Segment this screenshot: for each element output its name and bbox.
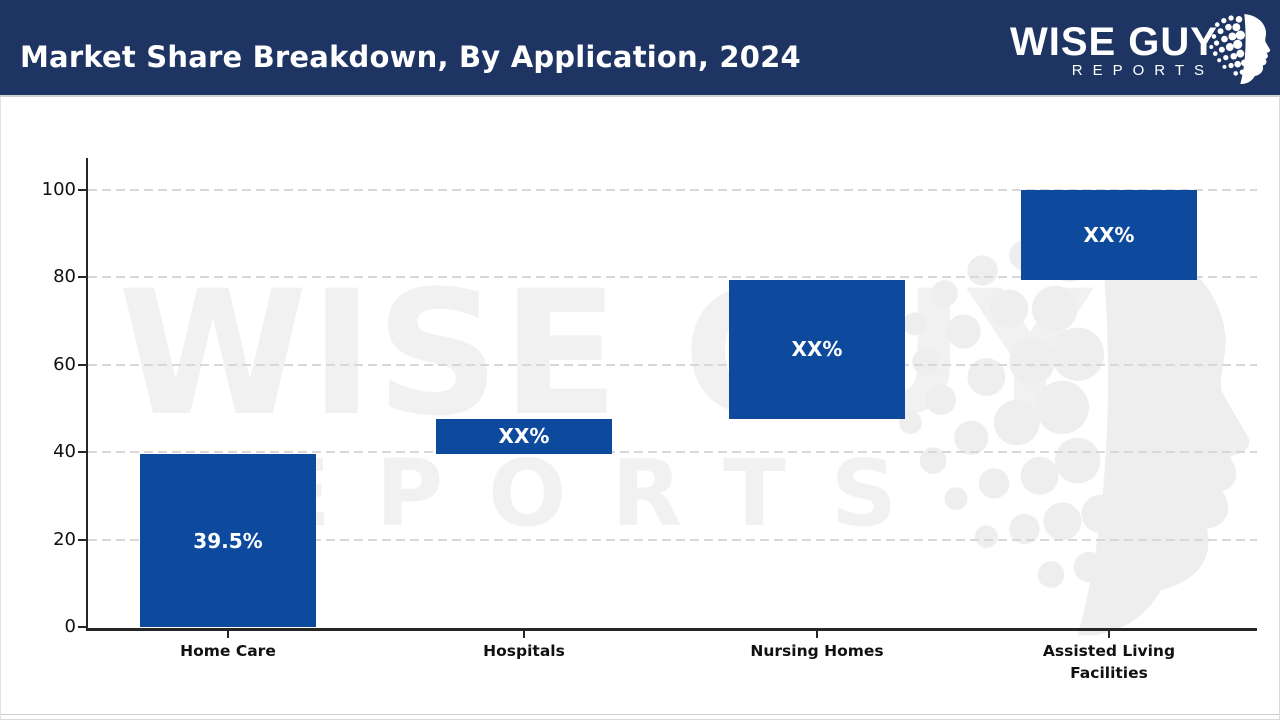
x-category-label: Home Care bbox=[180, 642, 276, 660]
x-category-label: Hospitals bbox=[483, 642, 565, 660]
brand-name: WISE GUY bbox=[1009, 20, 1218, 64]
gridline bbox=[88, 188, 1257, 191]
bottom-divider bbox=[0, 714, 1280, 715]
bar-value-label: XX% bbox=[498, 424, 550, 449]
x-axis-tick bbox=[523, 631, 525, 638]
bar-value-label: XX% bbox=[791, 337, 843, 362]
y-axis-tick-label: 60 bbox=[53, 353, 76, 375]
page-title: Market Share Breakdown, By Application, … bbox=[20, 40, 801, 74]
y-axis-tick bbox=[78, 188, 88, 191]
bar-value-label: 39.5% bbox=[193, 528, 263, 553]
x-axis-tick bbox=[816, 631, 818, 638]
gridline bbox=[88, 276, 1257, 278]
y-axis-tick bbox=[78, 538, 88, 541]
gridline bbox=[88, 538, 1257, 541]
y-axis-tick-label: 80 bbox=[53, 266, 76, 287]
x-axis-tick bbox=[1108, 631, 1110, 638]
y-axis-tick bbox=[78, 451, 88, 453]
y-axis-tick-label: 0 bbox=[64, 616, 76, 637]
y-axis-tick bbox=[78, 626, 88, 628]
y-axis-tick-label: 20 bbox=[53, 528, 76, 550]
y-axis-tick-label: 100 bbox=[41, 178, 76, 200]
gridline bbox=[88, 451, 1257, 453]
face-dots-icon bbox=[1206, 8, 1272, 90]
y-axis-tick bbox=[78, 363, 88, 366]
header-bar: Market Share Breakdown, By Application, … bbox=[0, 0, 1280, 97]
y-axis-line bbox=[86, 158, 88, 631]
x-axis-tick bbox=[227, 631, 229, 638]
bar-value-label: XX% bbox=[1083, 222, 1135, 247]
x-category-label: Assisted Living Facilities bbox=[1042, 642, 1176, 682]
brand-logo: WISE GUY REPORTS bbox=[990, 0, 1280, 97]
waterfall-bar: XX% bbox=[1021, 189, 1197, 280]
y-axis-tick-label: 40 bbox=[53, 441, 76, 462]
x-axis-line bbox=[86, 628, 1257, 631]
gridline bbox=[88, 363, 1257, 366]
waterfall-bar: XX% bbox=[436, 418, 612, 455]
brand-subtitle: REPORTS bbox=[1071, 62, 1214, 79]
y-axis-tick bbox=[78, 276, 88, 278]
waterfall-bar: 39.5% bbox=[140, 454, 316, 627]
waterfall-bar: XX% bbox=[729, 279, 905, 419]
x-category-label: Nursing Homes bbox=[750, 642, 884, 660]
